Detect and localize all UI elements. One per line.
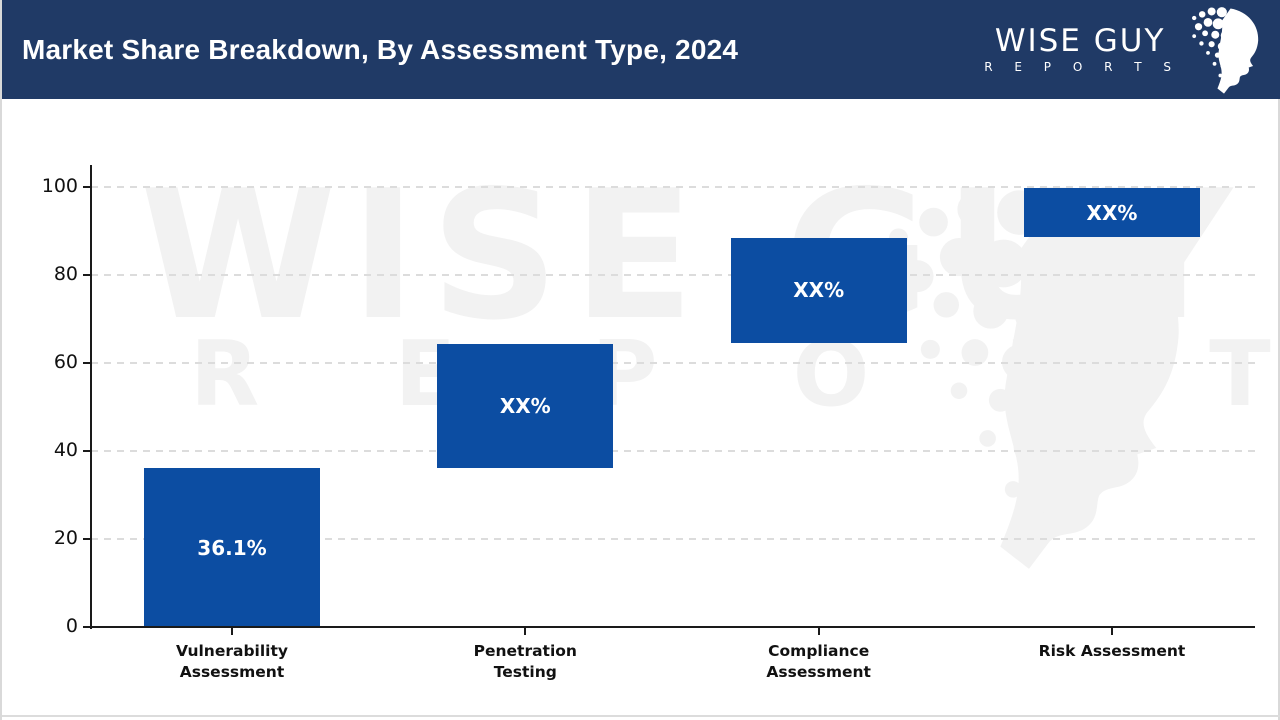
x-axis-tick xyxy=(524,627,527,635)
y-tick-label: 20 xyxy=(53,526,78,549)
y-tick-label: 40 xyxy=(53,438,78,461)
x-category-label: Penetration Testing xyxy=(473,642,577,681)
header-bar: Market Share Breakdown, By Assessment Ty… xyxy=(2,0,1280,99)
y-axis-line xyxy=(90,165,92,629)
plot-area: 0 20 40 60 80 100 36.1% XX% XX% XX% Vulnerability A… xyxy=(2,99,1280,717)
y-tick-label: 0 xyxy=(65,615,78,637)
y-tick-label: 60 xyxy=(53,350,78,373)
brand-logo: WISE GUY R E P O R T S xyxy=(980,6,1264,94)
y-tick-label: 100 xyxy=(41,174,78,197)
y-tick-label: 80 xyxy=(53,262,78,285)
bar-value-label: XX% xyxy=(499,393,551,418)
y-axis-tick xyxy=(83,361,91,364)
y-gridline xyxy=(91,273,1255,276)
dotted-head-icon xyxy=(1184,6,1264,94)
x-axis-tick xyxy=(1111,627,1113,635)
x-category-label: Vulnerability Assessment xyxy=(176,642,288,681)
bar-value-label: XX% xyxy=(793,278,845,303)
bar-segment: XX% xyxy=(437,343,614,469)
x-axis-tick xyxy=(231,627,233,635)
y-axis-tick xyxy=(83,185,91,188)
y-axis-tick xyxy=(83,537,91,540)
y-axis-tick xyxy=(83,626,91,628)
bar-value-label: 36.1% xyxy=(197,535,267,560)
bar-segment: XX% xyxy=(1024,188,1200,237)
y-gridline xyxy=(91,185,1255,188)
y-gridline xyxy=(91,361,1255,364)
chart-title: Market Share Breakdown, By Assessment Ty… xyxy=(22,33,739,65)
x-axis-line xyxy=(90,626,1255,628)
y-gridline xyxy=(91,449,1255,452)
x-category-label: Compliance Assessment xyxy=(766,642,871,681)
x-category-label: Risk Assessment xyxy=(1038,642,1186,660)
figure-bottom-border xyxy=(2,715,1280,717)
y-axis-tick xyxy=(83,273,91,276)
x-axis-tick xyxy=(817,627,820,635)
brand-name: WISE GUY xyxy=(994,23,1166,60)
bar-segment: 36.1% xyxy=(144,468,320,627)
bar-segment: XX% xyxy=(730,237,907,343)
brand-logo-text: WISE GUY R E P O R T S xyxy=(980,25,1180,74)
brand-tagline: R E P O R T S xyxy=(984,59,1180,74)
y-gridline xyxy=(91,537,1255,540)
y-axis-tick xyxy=(83,449,91,452)
bar-value-label: XX% xyxy=(1086,200,1138,225)
